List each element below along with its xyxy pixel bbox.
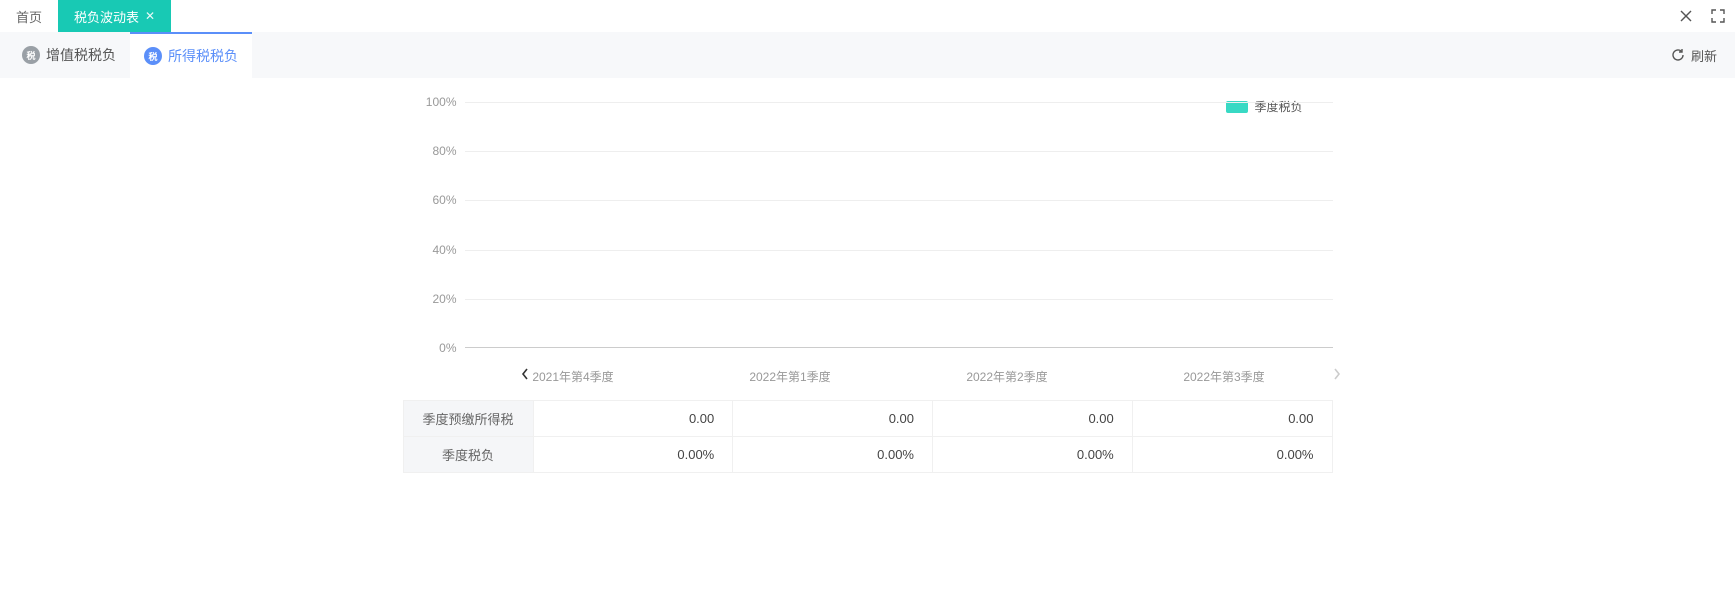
table-row-header: 季度税负	[403, 437, 533, 473]
chart-plot: 0%20%40%60%80%100%	[403, 102, 1333, 362]
table-row: 季度预缴所得税0.000.000.000.00	[403, 401, 1332, 437]
tab-income-label: 所得税税负	[168, 46, 238, 66]
table-cell: 0.00	[533, 401, 733, 437]
table-row: 季度税负0.00%0.00%0.00%0.00%	[403, 437, 1332, 473]
x-axis-line	[465, 347, 1333, 348]
module-tab-bar: 税 增值税税负 税 所得税税负 刷新	[0, 32, 1735, 78]
table-cell: 0.00%	[733, 437, 933, 473]
x-tick-label: 2022年第1季度	[682, 362, 899, 394]
refresh-button[interactable]: 刷新	[1671, 32, 1717, 78]
data-table: 季度预缴所得税0.000.000.000.00季度税负0.00%0.00%0.0…	[403, 400, 1333, 473]
chart-prev-button[interactable]	[515, 364, 535, 384]
content-area: 季度税负 0% 20% 40% 60% 80% 100% 2021年第4季度2022年第1…	[0, 78, 1735, 473]
refresh-icon	[1671, 48, 1685, 62]
chevron-right-icon	[1332, 367, 1342, 381]
tab-vat-label: 增值税税负	[46, 45, 116, 65]
tab-active-label: 税负波动表	[74, 7, 139, 26]
close-icon[interactable]: ✕	[145, 10, 155, 22]
close-all-button[interactable]	[1677, 7, 1695, 25]
table-cell: 0.00%	[533, 437, 733, 473]
grid-line	[465, 299, 1333, 300]
table-cell: 0.00%	[933, 437, 1133, 473]
y-tick-label: 80%	[403, 144, 457, 158]
y-tick-label: 20%	[403, 292, 457, 306]
x-tick-label: 2022年第2季度	[899, 362, 1116, 394]
x-tick-label: 2022年第3季度	[1116, 362, 1333, 394]
grid-line	[465, 200, 1333, 201]
x-tick-label: 2021年第4季度	[465, 362, 682, 394]
y-tick-label: 0%	[403, 341, 457, 355]
fullscreen-button[interactable]	[1709, 7, 1727, 25]
tab-home[interactable]: 首页	[0, 0, 58, 32]
income-tax-icon: 税	[144, 47, 162, 65]
grid-line	[465, 151, 1333, 152]
table-row-header: 季度预缴所得税	[403, 401, 533, 437]
table-cell: 0.00	[933, 401, 1133, 437]
topbar-right-controls	[1677, 0, 1727, 32]
y-tick-label: 100%	[403, 95, 457, 109]
tab-home-label: 首页	[16, 7, 42, 26]
chevron-left-icon	[520, 367, 530, 381]
y-tick-label: 60%	[403, 193, 457, 207]
plot-area	[465, 102, 1333, 348]
tab-vat-burden[interactable]: 税 增值税税负	[8, 32, 130, 78]
x-icon	[1679, 9, 1693, 23]
top-tab-bar: 首页 税负波动表 ✕	[0, 0, 1735, 32]
y-axis: 0%20%40%60%80%100%	[403, 102, 465, 362]
chart-next-button[interactable]	[1327, 364, 1347, 384]
x-axis-labels: 2021年第4季度2022年第1季度2022年第2季度2022年第3季度	[465, 362, 1333, 394]
fullscreen-icon	[1711, 9, 1725, 23]
chart-container: 季度税负 0%20%40%60%80%100% 2021年第4季度2022年第1…	[403, 102, 1333, 473]
y-tick-label: 40%	[403, 243, 457, 257]
grid-line	[465, 102, 1333, 103]
vat-icon: 税	[22, 46, 40, 64]
tab-income-tax-burden[interactable]: 税 所得税税负	[130, 32, 252, 78]
refresh-label: 刷新	[1691, 46, 1717, 65]
table-cell: 0.00%	[1132, 437, 1332, 473]
table-cell: 0.00	[1132, 401, 1332, 437]
table-cell: 0.00	[733, 401, 933, 437]
tab-tax-fluctuation[interactable]: 税负波动表 ✕	[58, 0, 171, 32]
grid-line	[465, 250, 1333, 251]
